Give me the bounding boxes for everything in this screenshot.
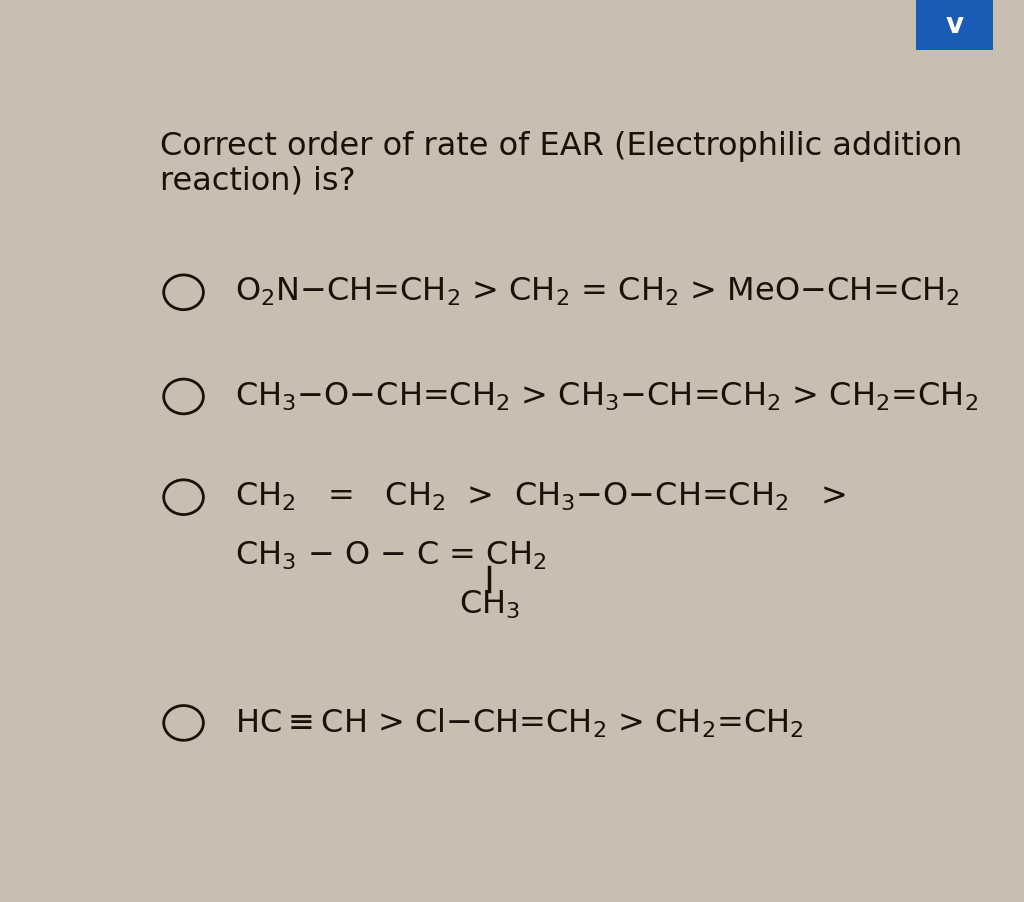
Text: CH$_3$ $-$ O $-$ C = CH$_2$: CH$_3$ $-$ O $-$ C = CH$_2$ — [236, 540, 547, 573]
Text: CH$_3$$-$O$-$CH=CH$_2$ > CH$_3$$-$CH=CH$_2$ > CH$_2$=CH$_2$: CH$_3$$-$O$-$CH=CH$_2$ > CH$_3$$-$CH=CH$… — [236, 381, 978, 413]
Text: CH$_2$   =   CH$_2$  >  CH$_3$$-$O$-$CH=CH$_2$   >: CH$_2$ = CH$_2$ > CH$_3$$-$O$-$CH=CH$_2$… — [236, 481, 846, 513]
Text: v: v — [946, 11, 964, 39]
Text: HC$\equiv$CH > Cl$-$CH=CH$_2$ > CH$_2$=CH$_2$: HC$\equiv$CH > Cl$-$CH=CH$_2$ > CH$_2$=C… — [236, 706, 804, 740]
FancyBboxPatch shape — [916, 0, 993, 50]
Text: reaction) is?: reaction) is? — [160, 166, 355, 197]
Text: CH$_3$: CH$_3$ — [459, 589, 519, 621]
Text: Correct order of rate of EAR (Electrophilic addition: Correct order of rate of EAR (Electrophi… — [160, 131, 963, 162]
Text: O$_2$N$-$CH=CH$_2$ > CH$_2$ = CH$_2$ > MeO$-$CH=CH$_2$: O$_2$N$-$CH=CH$_2$ > CH$_2$ = CH$_2$ > M… — [236, 276, 961, 308]
